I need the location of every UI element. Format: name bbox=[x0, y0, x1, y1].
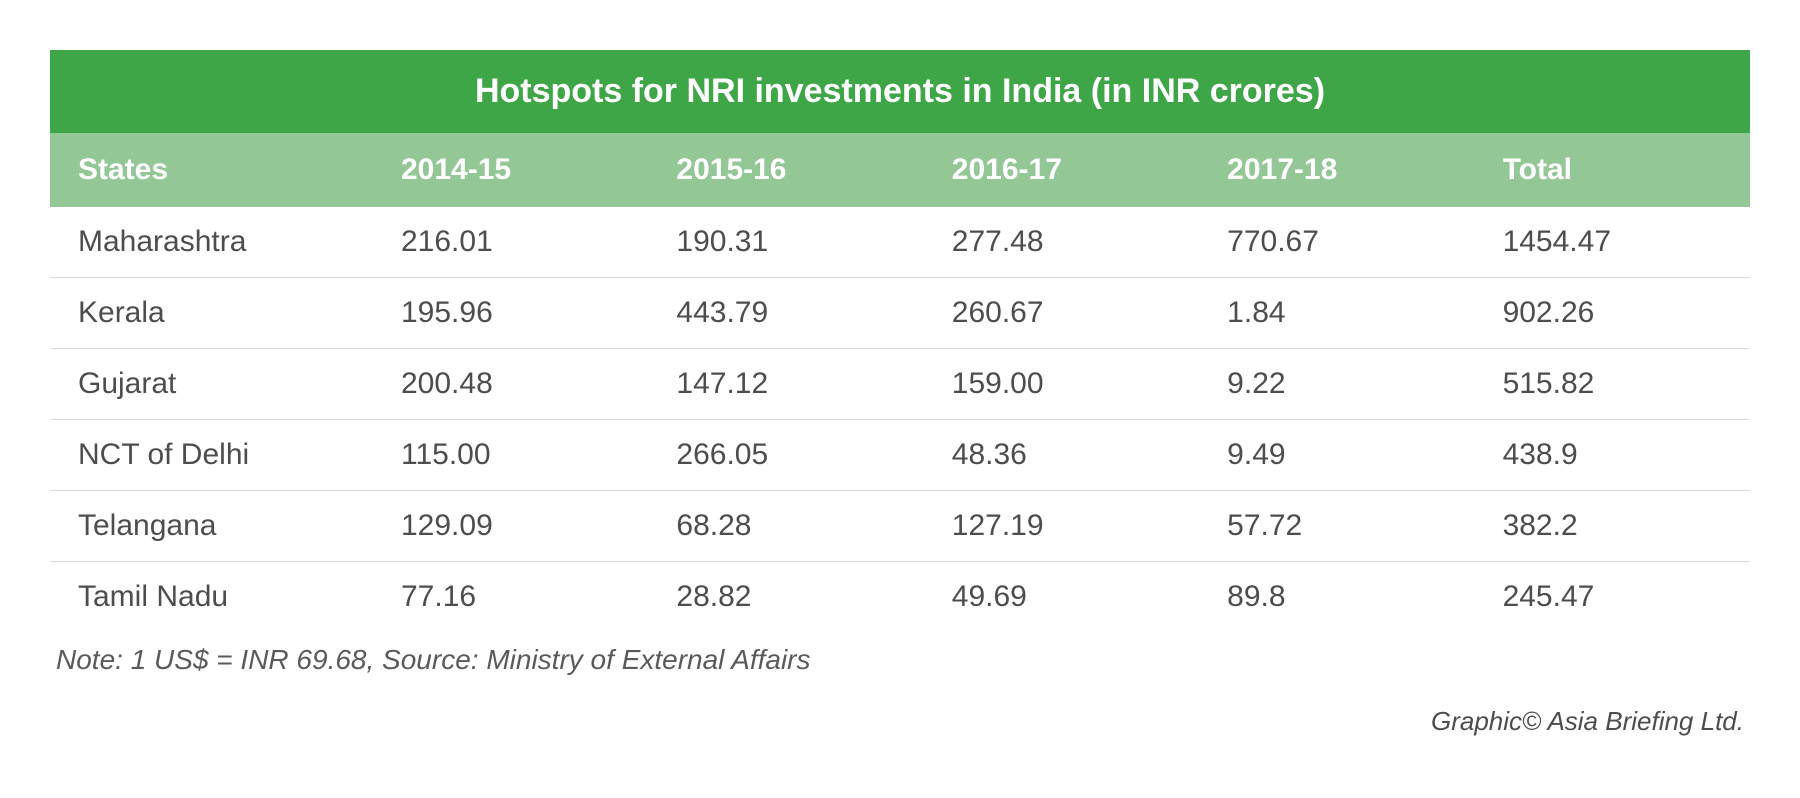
value-cell: 159.00 bbox=[924, 349, 1199, 420]
value-cell: 1.84 bbox=[1199, 278, 1474, 349]
col-header-2015-16: 2015-16 bbox=[648, 133, 923, 207]
value-cell: 89.8 bbox=[1199, 562, 1474, 633]
value-cell: 77.16 bbox=[373, 562, 648, 633]
value-cell: 260.67 bbox=[924, 278, 1199, 349]
table-header-row: States 2014-15 2015-16 2016-17 2017-18 T… bbox=[50, 133, 1750, 207]
value-cell: 129.09 bbox=[373, 491, 648, 562]
value-cell: 216.01 bbox=[373, 207, 648, 278]
col-header-2016-17: 2016-17 bbox=[924, 133, 1199, 207]
col-header-2017-18: 2017-18 bbox=[1199, 133, 1474, 207]
value-cell: 48.36 bbox=[924, 420, 1199, 491]
state-cell: NCT of Delhi bbox=[50, 420, 373, 491]
table-row: Gujarat200.48147.12159.009.22515.82 bbox=[50, 349, 1750, 420]
col-header-total: Total bbox=[1475, 133, 1750, 207]
value-cell: 245.47 bbox=[1475, 562, 1750, 633]
value-cell: 28.82 bbox=[648, 562, 923, 633]
table-note: Note: 1 US$ = INR 69.68, Source: Ministr… bbox=[50, 632, 1750, 676]
value-cell: 902.26 bbox=[1475, 278, 1750, 349]
state-cell: Kerala bbox=[50, 278, 373, 349]
value-cell: 57.72 bbox=[1199, 491, 1474, 562]
value-cell: 770.67 bbox=[1199, 207, 1474, 278]
value-cell: 515.82 bbox=[1475, 349, 1750, 420]
value-cell: 443.79 bbox=[648, 278, 923, 349]
table-row: Tamil Nadu77.1628.8249.6989.8245.47 bbox=[50, 562, 1750, 633]
state-cell: Maharashtra bbox=[50, 207, 373, 278]
value-cell: 195.96 bbox=[373, 278, 648, 349]
value-cell: 147.12 bbox=[648, 349, 923, 420]
value-cell: 382.2 bbox=[1475, 491, 1750, 562]
value-cell: 68.28 bbox=[648, 491, 923, 562]
value-cell: 190.31 bbox=[648, 207, 923, 278]
table-title: Hotspots for NRI investments in India (i… bbox=[50, 50, 1750, 133]
table-title-row: Hotspots for NRI investments in India (i… bbox=[50, 50, 1750, 133]
value-cell: 1454.47 bbox=[1475, 207, 1750, 278]
value-cell: 9.49 bbox=[1199, 420, 1474, 491]
value-cell: 9.22 bbox=[1199, 349, 1474, 420]
state-cell: Gujarat bbox=[50, 349, 373, 420]
state-cell: Tamil Nadu bbox=[50, 562, 373, 633]
value-cell: 115.00 bbox=[373, 420, 648, 491]
table-row: NCT of Delhi115.00266.0548.369.49438.9 bbox=[50, 420, 1750, 491]
value-cell: 266.05 bbox=[648, 420, 923, 491]
col-header-2014-15: 2014-15 bbox=[373, 133, 648, 207]
value-cell: 49.69 bbox=[924, 562, 1199, 633]
value-cell: 438.9 bbox=[1475, 420, 1750, 491]
col-header-states: States bbox=[50, 133, 373, 207]
graphic-credit: Graphic© Asia Briefing Ltd. bbox=[50, 676, 1750, 737]
investment-table: Hotspots for NRI investments in India (i… bbox=[50, 50, 1750, 632]
investment-table-container: Hotspots for NRI investments in India (i… bbox=[50, 50, 1750, 737]
table-body: Maharashtra216.01190.31277.48770.671454.… bbox=[50, 207, 1750, 632]
value-cell: 277.48 bbox=[924, 207, 1199, 278]
state-cell: Telangana bbox=[50, 491, 373, 562]
table-row: Kerala195.96443.79260.671.84902.26 bbox=[50, 278, 1750, 349]
table-row: Telangana129.0968.28127.1957.72382.2 bbox=[50, 491, 1750, 562]
value-cell: 200.48 bbox=[373, 349, 648, 420]
value-cell: 127.19 bbox=[924, 491, 1199, 562]
table-row: Maharashtra216.01190.31277.48770.671454.… bbox=[50, 207, 1750, 278]
